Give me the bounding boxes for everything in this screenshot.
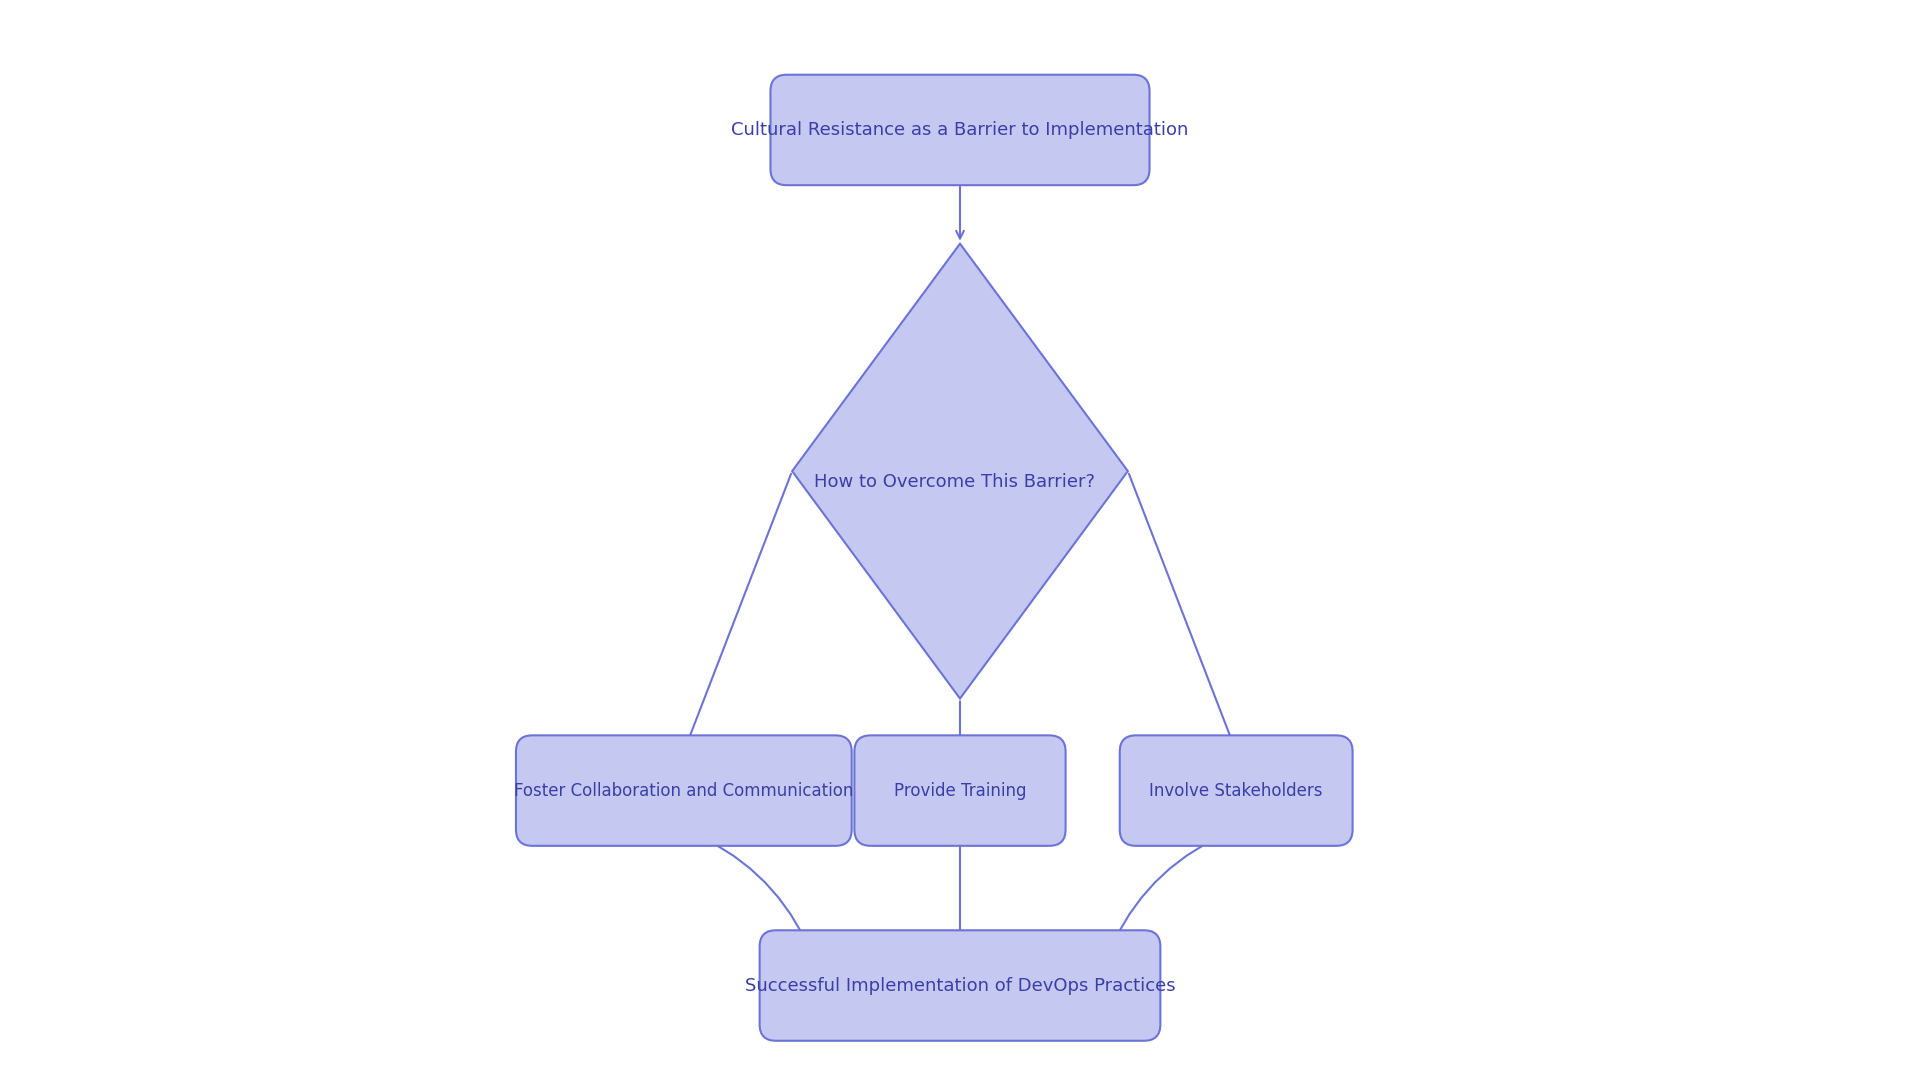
Text: Provide Training: Provide Training <box>893 782 1027 799</box>
Text: Foster Collaboration and Communication: Foster Collaboration and Communication <box>515 782 854 799</box>
FancyBboxPatch shape <box>1119 735 1352 846</box>
FancyBboxPatch shape <box>770 75 1150 185</box>
Polygon shape <box>793 244 1127 699</box>
Text: Cultural Resistance as a Barrier to Implementation: Cultural Resistance as a Barrier to Impl… <box>732 121 1188 139</box>
Text: How to Overcome This Barrier?: How to Overcome This Barrier? <box>814 473 1094 491</box>
FancyBboxPatch shape <box>516 735 852 846</box>
FancyBboxPatch shape <box>760 930 1160 1041</box>
FancyBboxPatch shape <box>854 735 1066 846</box>
Text: Involve Stakeholders: Involve Stakeholders <box>1150 782 1323 799</box>
Text: Successful Implementation of DevOps Practices: Successful Implementation of DevOps Prac… <box>745 977 1175 994</box>
